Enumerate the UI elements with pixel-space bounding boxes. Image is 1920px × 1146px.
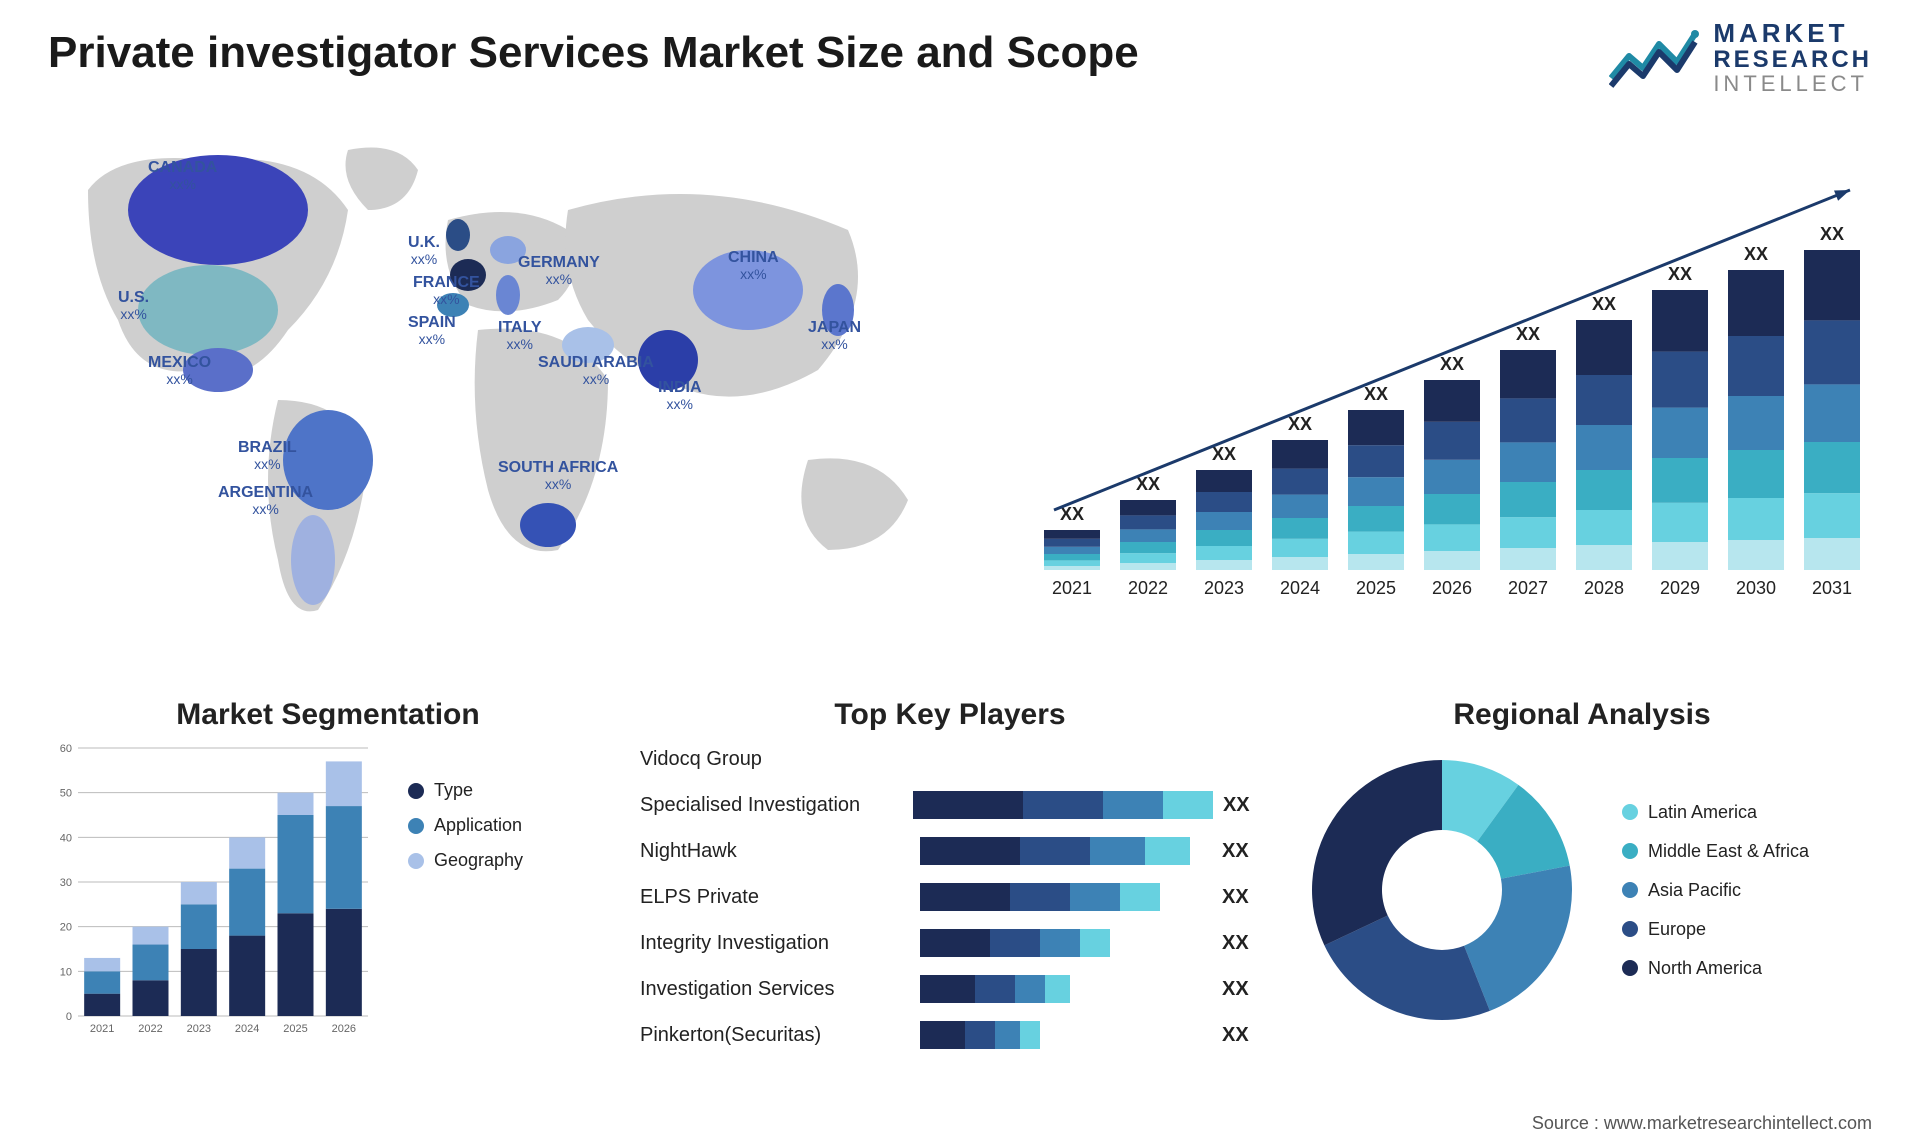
map-label: BRAZILxx% [238,440,297,471]
svg-text:XX: XX [1364,384,1388,404]
segmentation-title: Market Segmentation [48,698,608,732]
regional-donut-chart [1292,740,1592,1040]
segmentation-legend: Type Application Geography [408,740,523,1070]
map-label: U.S.xx% [118,290,149,321]
player-row: NightHawkXX [640,832,1260,870]
svg-text:20: 20 [60,922,72,934]
svg-text:2024: 2024 [1280,578,1320,598]
legend-item: Latin America [1622,802,1809,823]
player-row: Integrity InvestigationXX [640,924,1260,962]
key-players-panel: Top Key Players Vidocq Group Specialised … [640,698,1260,1098]
svg-text:XX: XX [1288,414,1312,434]
growth-chart: 2021 XX 2022 XX 2023 XX 2024 XX 2025 XX 2026 XX 2027… [1032,140,1872,630]
map-label: SPAINxx% [408,315,456,346]
svg-text:2025: 2025 [1356,578,1396,598]
legend-item: Asia Pacific [1622,880,1809,901]
regional-donut-panel: Regional Analysis Latin America Middle Ea… [1292,698,1872,1098]
svg-text:XX: XX [1668,264,1692,284]
map-label: SAUDI ARABIAxx% [538,355,654,386]
player-row: ELPS PrivateXX [640,878,1260,916]
svg-text:2023: 2023 [1204,578,1244,598]
legend-item: Application [408,815,523,836]
legend-item: Type [408,780,523,801]
logo-mark-icon [1609,28,1699,88]
map-label: ARGENTINAxx% [218,485,313,516]
svg-text:2022: 2022 [1128,578,1168,598]
svg-text:XX: XX [1592,294,1616,314]
logo-text-3: INTELLECT [1713,72,1872,95]
svg-text:2029: 2029 [1660,578,1700,598]
page-title: Private investigator Services Market Siz… [48,28,1139,78]
legend-item: Europe [1622,919,1809,940]
svg-text:XX: XX [1440,354,1464,374]
map-label: INDIAxx% [658,380,702,411]
svg-text:XX: XX [1744,244,1768,264]
map-label: CHINAxx% [728,250,779,281]
map-label: FRANCExx% [413,275,480,306]
svg-text:60: 60 [60,743,72,755]
map-label: JAPANxx% [808,320,861,351]
logo-text-1: MARKET [1713,20,1872,47]
player-row: Pinkerton(Securitas)XX [640,1016,1260,1054]
svg-text:2021: 2021 [1052,578,1092,598]
svg-text:2027: 2027 [1508,578,1548,598]
svg-text:30: 30 [60,877,72,889]
svg-text:2021: 2021 [90,1023,114,1035]
segmentation-panel: Market Segmentation 0 10 20 30 40 50 60 2021 202… [48,698,608,1098]
svg-text:XX: XX [1820,224,1844,244]
legend-item: North America [1622,958,1809,979]
svg-text:2026: 2026 [1432,578,1472,598]
svg-text:2026: 2026 [332,1023,356,1035]
regional-legend: Latin America Middle East & Africa Asia Pa… [1622,802,1809,979]
svg-text:2028: 2028 [1584,578,1624,598]
logo-text-2: RESEARCH [1713,47,1872,72]
svg-text:2030: 2030 [1736,578,1776,598]
brand-logo: MARKET RESEARCH INTELLECT [1609,20,1872,96]
map-label: SOUTH AFRICAxx% [498,460,618,491]
svg-text:2024: 2024 [235,1023,259,1035]
world-map: CANADAxx% U.S.xx% MEXICOxx% BRAZILxx% ARGENT… [48,120,948,640]
svg-text:0: 0 [66,1011,72,1023]
segmentation-chart: 0 10 20 30 40 50 60 2021 2022 2023 2024 2025 2026 [48,740,388,1070]
player-row: Specialised InvestigationXX [640,786,1260,824]
regional-title: Regional Analysis [1292,698,1872,732]
map-label: CANADAxx% [148,160,217,191]
svg-text:50: 50 [60,788,72,800]
map-label: GERMANYxx% [518,255,600,286]
source-text: Source : www.marketresearchintellect.com [1532,1113,1872,1134]
svg-text:2031: 2031 [1812,578,1852,598]
map-label: U.K.xx% [408,235,440,266]
map-label: MEXICOxx% [148,355,211,386]
map-label: ITALYxx% [498,320,542,351]
svg-text:XX: XX [1212,444,1236,464]
svg-text:40: 40 [60,832,72,844]
svg-text:XX: XX [1516,324,1540,344]
svg-text:10: 10 [60,966,72,978]
key-players-title: Top Key Players [640,698,1260,732]
legend-item: Geography [408,850,523,871]
svg-text:2023: 2023 [187,1023,211,1035]
player-row: Investigation ServicesXX [640,970,1260,1008]
player-row: Vidocq Group [640,740,1260,778]
svg-text:2022: 2022 [138,1023,162,1035]
svg-text:2025: 2025 [283,1023,307,1035]
legend-item: Middle East & Africa [1622,841,1809,862]
